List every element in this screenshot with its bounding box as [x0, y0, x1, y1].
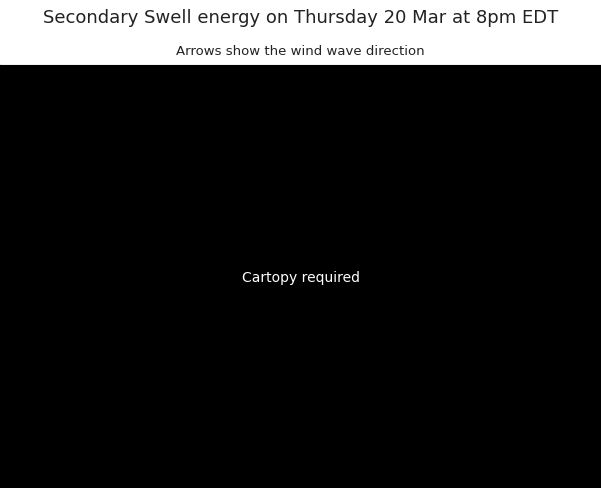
Text: Secondary Swell energy on Thursday 20 Mar at 8pm EDT: Secondary Swell energy on Thursday 20 Ma…	[43, 9, 558, 27]
Text: Cartopy required: Cartopy required	[242, 270, 359, 284]
Text: Arrows show the wind wave direction: Arrows show the wind wave direction	[176, 45, 425, 58]
